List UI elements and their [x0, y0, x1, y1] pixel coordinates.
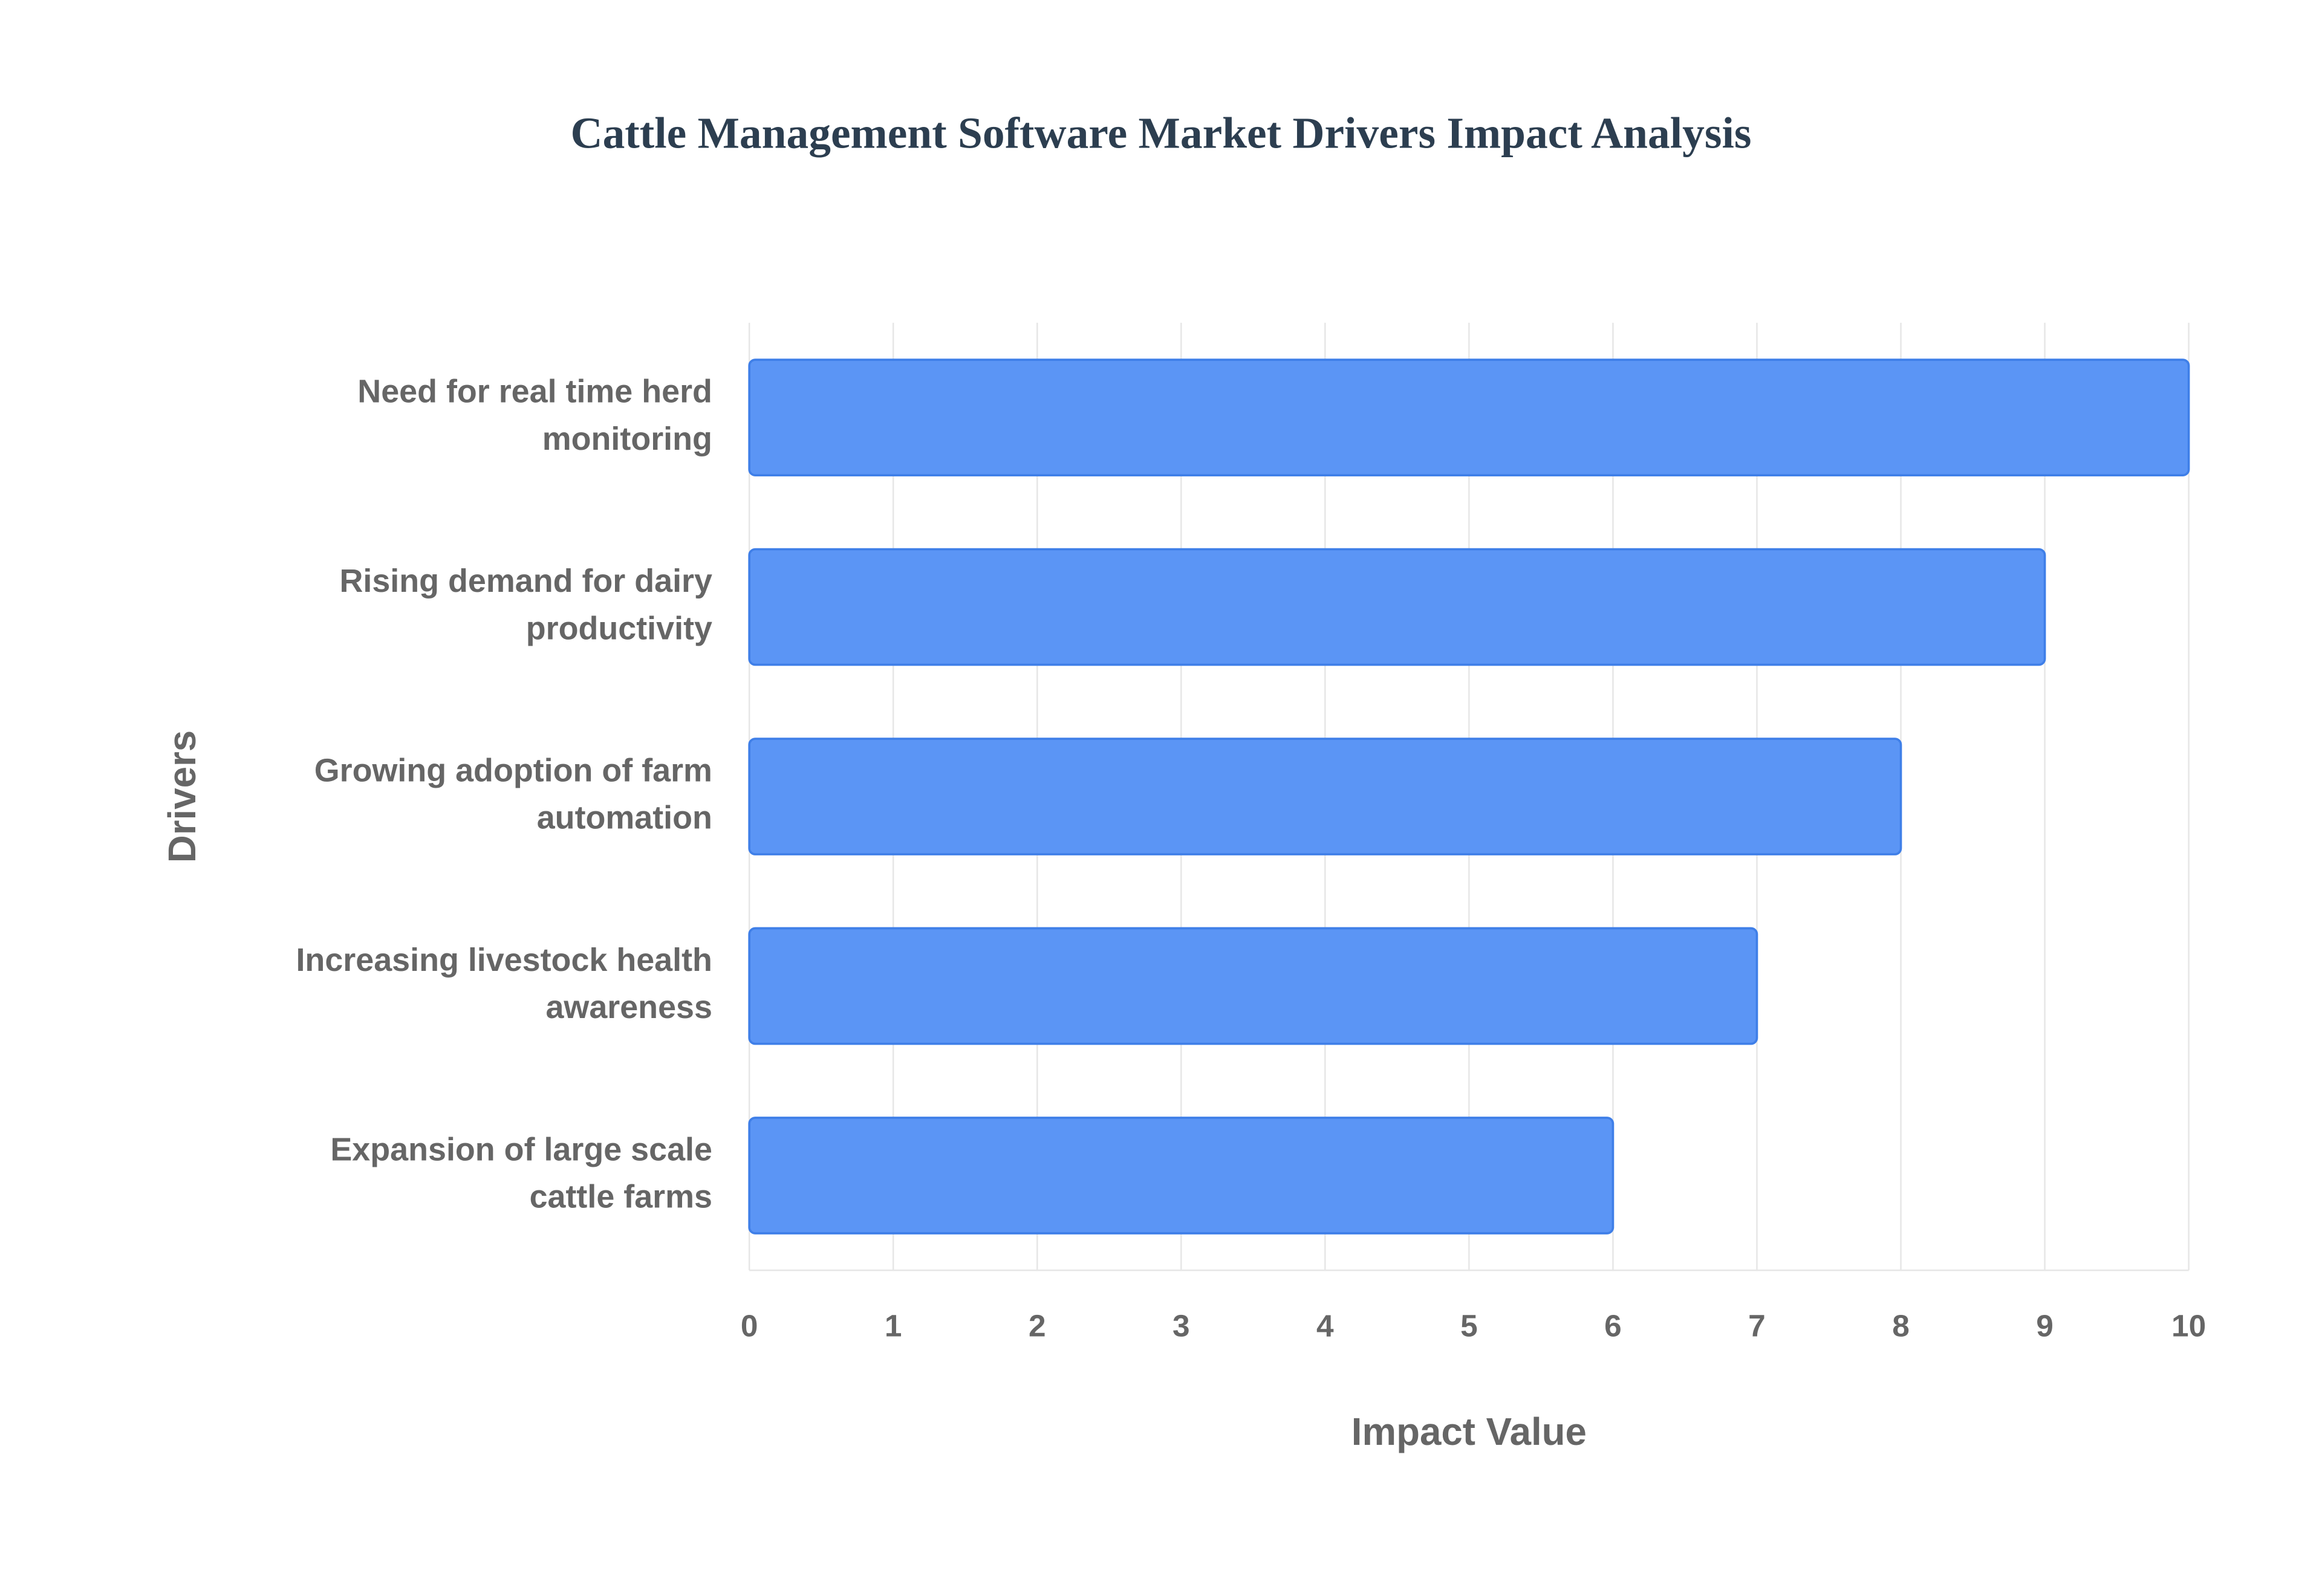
bar	[748, 927, 1758, 1045]
bar	[748, 738, 1902, 855]
x-tick-label: 9	[2036, 1308, 2054, 1343]
x-tick-label: 3	[1172, 1308, 1190, 1343]
x-tick-label: 10	[2171, 1308, 2206, 1343]
x-tick-label: 7	[1748, 1308, 1766, 1343]
bar	[748, 358, 2190, 476]
x-axis-title: Impact Value	[1351, 1410, 1587, 1453]
x-tick-label: 5	[1460, 1308, 1478, 1343]
y-tick-label: Growing adoption of farm automation	[314, 753, 712, 836]
y-tick-label: Rising demand for dairy productivity	[339, 563, 712, 646]
bar	[748, 1117, 1615, 1234]
x-tick-label: 0	[741, 1308, 758, 1343]
y-tick-label: Increasing livestock health awareness	[296, 942, 712, 1025]
x-tick-label: 1	[885, 1308, 902, 1343]
bar	[748, 548, 2046, 666]
x-tick-label: 8	[1892, 1308, 1910, 1343]
x-tick-label: 6	[1604, 1308, 1622, 1343]
x-tick-label: 4	[1316, 1308, 1334, 1343]
y-axis-title: Drivers	[161, 730, 204, 863]
x-tick-label: 2	[1029, 1308, 1046, 1343]
chart-title: Cattle Management Software Market Driver…	[571, 109, 1752, 158]
y-tick-label: Need for real time herd monitoring	[357, 374, 712, 457]
y-tick-label: Expansion of large scale cattle farms	[330, 1132, 712, 1215]
